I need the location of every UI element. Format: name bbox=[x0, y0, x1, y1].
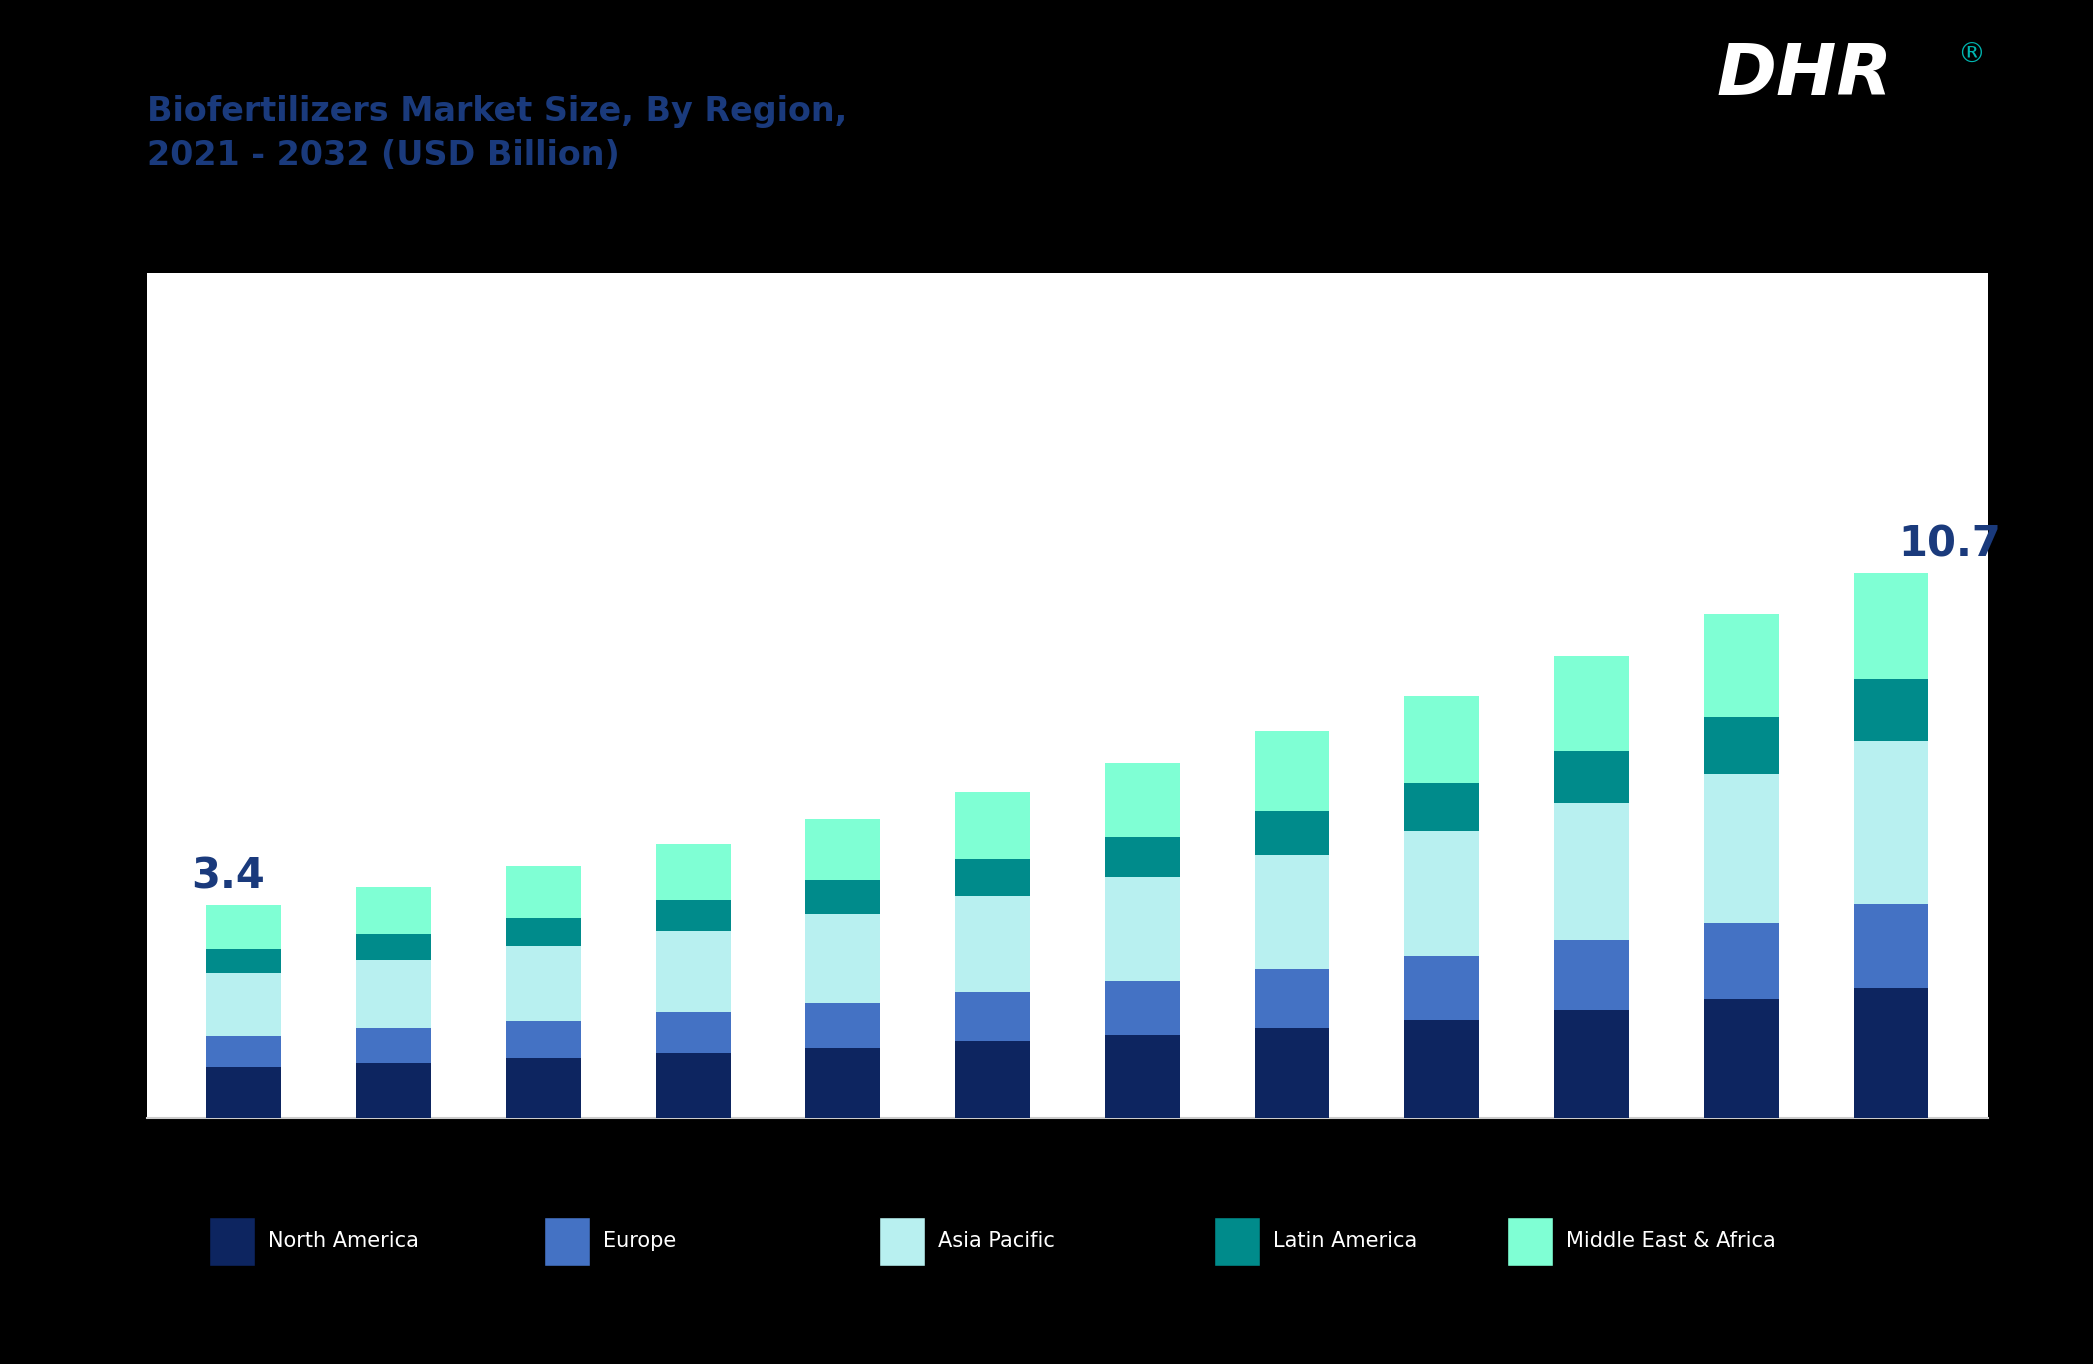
Bar bbox=[1105, 877, 1180, 981]
Bar bbox=[507, 918, 580, 947]
Bar bbox=[1555, 1011, 1628, 1118]
Bar bbox=[1254, 812, 1329, 855]
Bar bbox=[356, 1063, 431, 1118]
Bar bbox=[1854, 573, 1928, 679]
Bar bbox=[806, 1003, 881, 1048]
Bar bbox=[207, 1067, 280, 1118]
Bar bbox=[1254, 968, 1329, 1027]
Bar bbox=[1854, 742, 1928, 904]
Bar bbox=[1254, 855, 1329, 968]
Bar bbox=[655, 900, 730, 932]
Bar bbox=[1555, 803, 1628, 940]
Text: Europe: Europe bbox=[603, 1232, 676, 1251]
Bar bbox=[1105, 981, 1180, 1035]
Text: 10.7: 10.7 bbox=[1898, 524, 2001, 566]
Bar bbox=[655, 844, 730, 900]
Bar bbox=[806, 818, 881, 880]
Bar bbox=[1704, 923, 1779, 1000]
Bar bbox=[1404, 831, 1480, 956]
Bar bbox=[806, 1048, 881, 1118]
Bar bbox=[1105, 836, 1180, 877]
Bar bbox=[356, 887, 431, 934]
Bar bbox=[655, 932, 730, 1012]
Text: Middle East & Africa: Middle East & Africa bbox=[1566, 1232, 1775, 1251]
Bar bbox=[1704, 773, 1779, 923]
Bar bbox=[954, 792, 1030, 859]
Bar bbox=[507, 1020, 580, 1058]
Bar bbox=[655, 1053, 730, 1118]
Bar bbox=[1404, 956, 1480, 1019]
Bar bbox=[954, 859, 1030, 896]
Bar bbox=[207, 973, 280, 1035]
Bar bbox=[1254, 1027, 1329, 1118]
Bar bbox=[806, 914, 881, 1003]
Bar bbox=[1555, 940, 1628, 1011]
Text: ®: ® bbox=[1957, 41, 1984, 70]
Bar bbox=[1105, 764, 1180, 836]
Text: Biofertilizers Market Size, By Region,
2021 - 2032 (USD Billion): Biofertilizers Market Size, By Region, 2… bbox=[147, 95, 848, 172]
Text: North America: North America bbox=[268, 1232, 419, 1251]
Bar bbox=[1555, 750, 1628, 803]
Bar bbox=[1854, 988, 1928, 1118]
Bar bbox=[207, 949, 280, 973]
Bar bbox=[356, 960, 431, 1028]
Bar bbox=[507, 947, 580, 1020]
Bar bbox=[207, 906, 280, 949]
Bar bbox=[1704, 1000, 1779, 1118]
Bar bbox=[1404, 1019, 1480, 1118]
Bar bbox=[1555, 656, 1628, 750]
Bar bbox=[507, 866, 580, 918]
Bar bbox=[1704, 614, 1779, 717]
Text: DHR: DHR bbox=[1716, 41, 1892, 110]
Bar bbox=[1254, 731, 1329, 812]
Bar bbox=[207, 1035, 280, 1067]
Bar bbox=[954, 1042, 1030, 1118]
Bar bbox=[1854, 679, 1928, 742]
Bar bbox=[1404, 783, 1480, 831]
Text: Asia Pacific: Asia Pacific bbox=[938, 1232, 1055, 1251]
Bar bbox=[954, 896, 1030, 992]
Bar bbox=[1105, 1035, 1180, 1118]
Bar bbox=[356, 1028, 431, 1063]
Bar bbox=[1404, 696, 1480, 783]
Bar bbox=[356, 934, 431, 960]
Bar bbox=[1854, 904, 1928, 988]
Bar bbox=[655, 1012, 730, 1053]
Bar bbox=[806, 880, 881, 914]
Text: 3.4: 3.4 bbox=[190, 857, 266, 898]
Text: Latin America: Latin America bbox=[1273, 1232, 1417, 1251]
Bar bbox=[507, 1058, 580, 1118]
Bar bbox=[954, 992, 1030, 1042]
Bar bbox=[1704, 717, 1779, 773]
